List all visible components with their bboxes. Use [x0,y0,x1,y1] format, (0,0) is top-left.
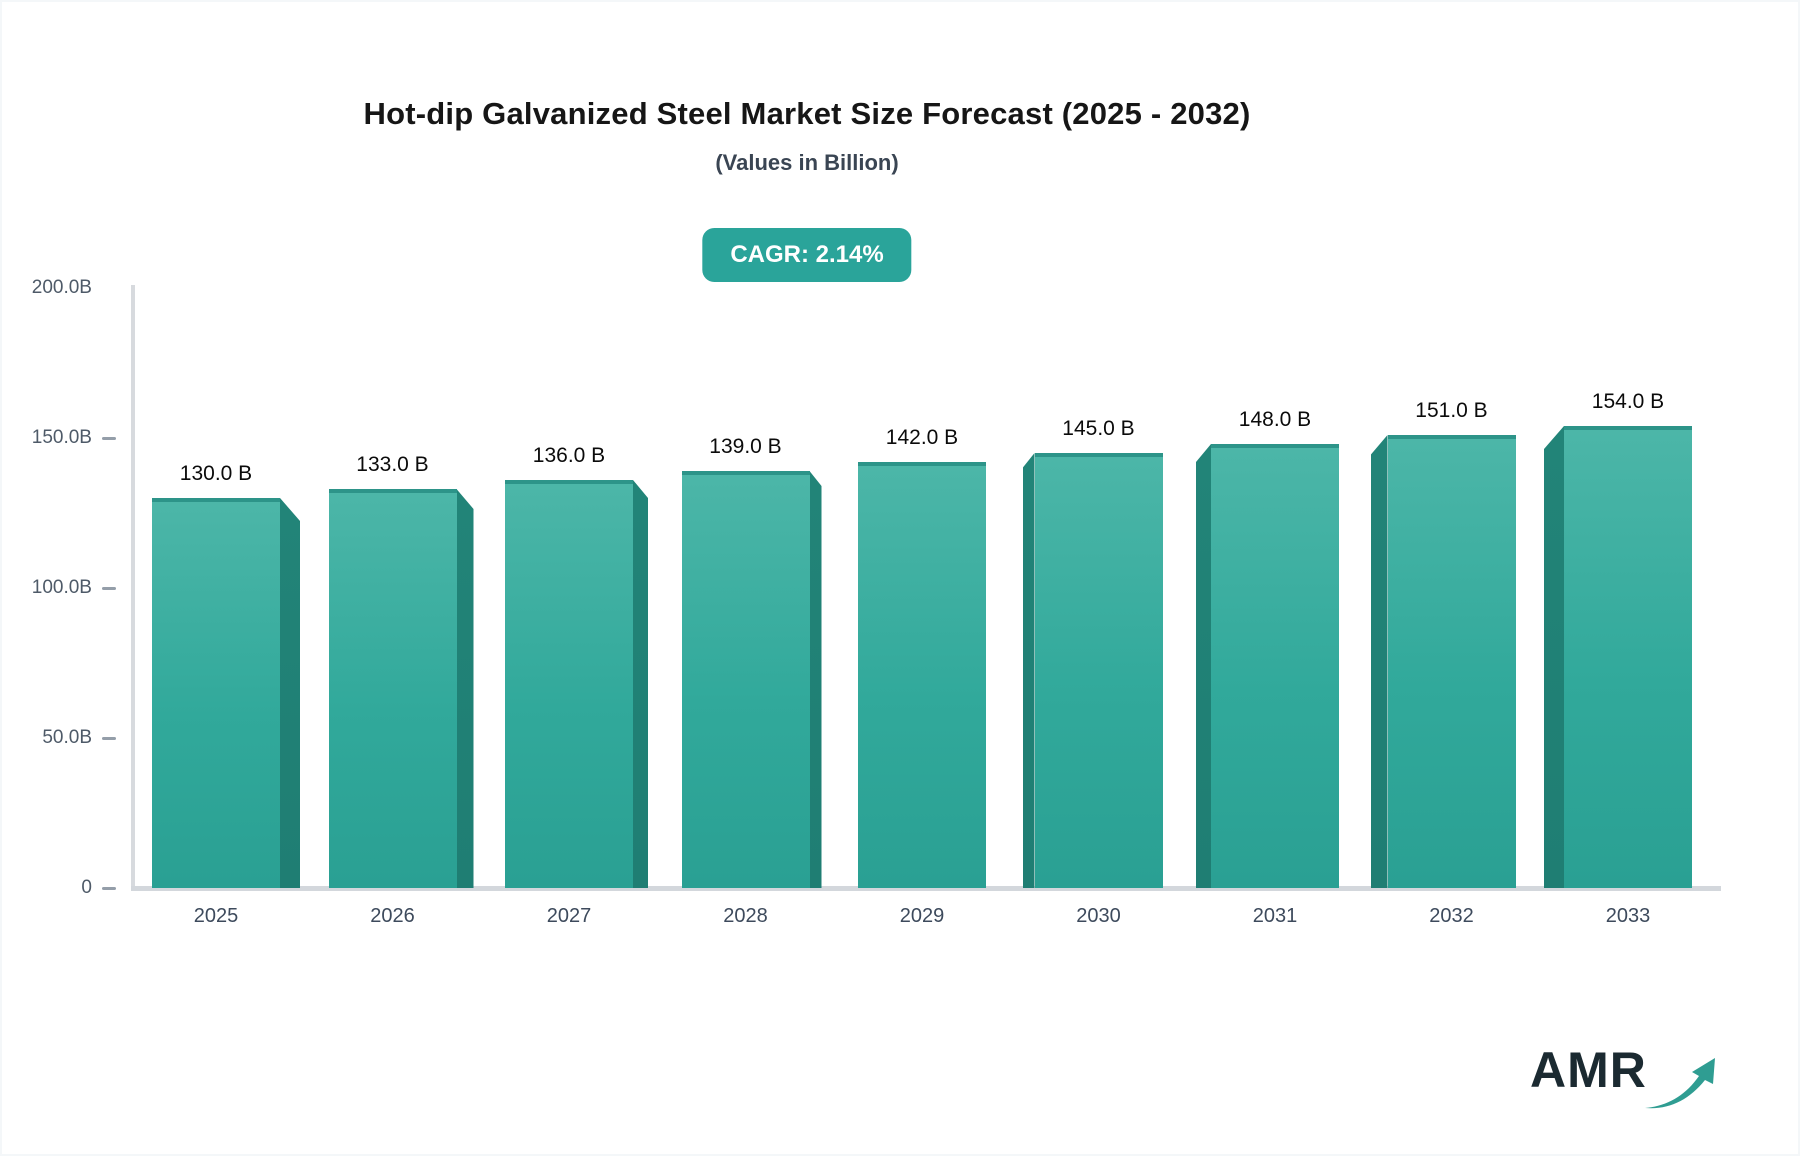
y-tick-label-0: 0 [81,877,92,898]
bar-value-label-2025: 130.0 B [179,462,253,485]
bar-2033[interactable] [1564,426,1692,888]
y-tick-mark-0 [102,887,116,890]
bar-side-2027 [633,480,648,888]
x-axis-label-2027: 2027 [546,905,592,927]
y-tick-mark-100 [102,587,116,590]
bar-2031[interactable] [1211,444,1339,888]
x-axis-label-2026: 2026 [370,905,415,927]
x-axis-label-2029: 2029 [899,905,945,927]
bar-2032[interactable] [1387,435,1516,888]
bar-side-2030 [1022,453,1035,888]
bar-value-label-2031: 148.0 B [1238,408,1312,431]
bar-2030[interactable] [1034,453,1163,888]
y-axis-line [131,285,135,888]
bar-value-label-2028: 139.0 B [709,435,782,458]
bar-2029[interactable] [858,462,986,888]
chart-title: Hot-dip Galvanized Steel Market Size For… [363,96,1251,131]
cagr-badge: CAGR: 2.14% [702,228,912,282]
x-axis-label-2025: 2025 [193,905,239,927]
y-tick-label-200: 200.0B [31,277,92,298]
logo-text: AMR [1530,1042,1647,1098]
bar-side-2028 [809,471,822,888]
x-axis-line [131,886,1721,891]
brand-logo: AMR [1530,1042,1719,1121]
bar-value-label-2027: 136.0 B [532,444,606,467]
y-tick-label-150: 150.0B [31,427,92,448]
bar-side-2025 [280,498,300,888]
x-axis-label-2030: 2030 [1076,905,1121,927]
x-axis-label-2031: 2031 [1252,905,1298,927]
bar-2026[interactable] [328,489,457,888]
x-axis-label-2033: 2033 [1605,905,1651,927]
bar-value-label-2029: 142.0 B [885,426,959,449]
growth-arrow-icon [1641,1050,1719,1121]
bar-2027[interactable] [505,480,633,888]
bar-2028[interactable] [681,471,810,888]
y-tick-label-50: 50.0B [42,727,92,748]
chart-subtitle: (Values in Billion) [715,150,899,175]
bar-side-2033 [1544,426,1564,888]
bar-side-2032 [1370,435,1388,888]
growth-arrow-path [1644,1058,1715,1109]
x-axis-label-2032: 2032 [1429,905,1474,927]
y-tick-mark-150 [102,437,116,440]
bar-value-label-2030: 145.0 B [1062,417,1135,440]
bar-value-label-2026: 133.0 B [356,453,429,476]
y-tick-mark-50 [102,737,116,740]
bar-value-label-2033: 154.0 B [1591,390,1665,413]
bar-2025[interactable] [152,498,280,888]
bar-value-label-2032: 151.0 B [1415,399,1488,422]
y-tick-label-100: 100.0B [31,577,92,598]
bar-side-2031 [1196,444,1211,888]
x-axis-label-2028: 2028 [723,905,768,927]
bar-side-2026 [456,489,474,888]
